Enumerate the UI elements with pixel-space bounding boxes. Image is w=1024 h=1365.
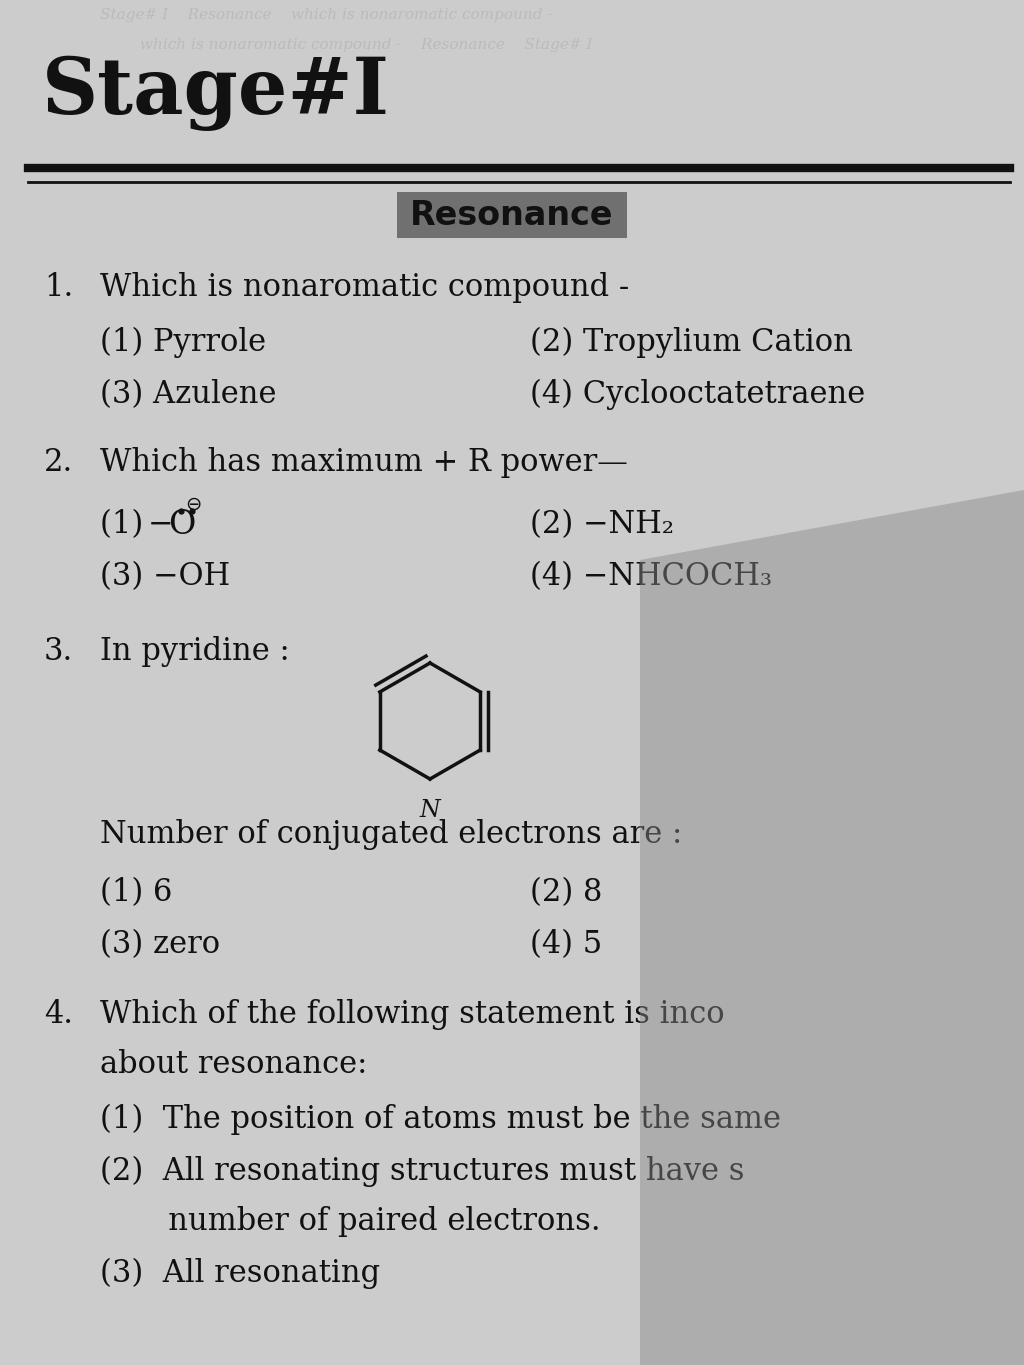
Text: (2) 8: (2) 8	[530, 876, 602, 908]
Text: 1.: 1.	[44, 272, 74, 303]
Text: number of paired electrons.: number of paired electrons.	[100, 1207, 601, 1237]
Text: In pyridine :: In pyridine :	[100, 636, 290, 667]
Text: Resonance: Resonance	[411, 198, 613, 232]
Text: (1) Pyrrole: (1) Pyrrole	[100, 328, 266, 358]
Text: (4) 5: (4) 5	[530, 930, 602, 960]
Text: (3) Azulene: (3) Azulene	[100, 379, 276, 410]
Text: about resonance:: about resonance:	[100, 1048, 368, 1080]
Text: (4) −NHCOCH₃: (4) −NHCOCH₃	[530, 561, 772, 592]
FancyBboxPatch shape	[397, 192, 627, 238]
Text: Stage# I    Resonance    which is nonaromatic compound -: Stage# I Resonance which is nonaromatic …	[100, 8, 553, 22]
Text: N: N	[420, 799, 440, 822]
Text: (2) Tropylium Cation: (2) Tropylium Cation	[530, 328, 853, 358]
Text: 4.: 4.	[44, 999, 73, 1031]
Text: O: O	[168, 509, 196, 541]
Text: (2)  All resonating structures must have s: (2) All resonating structures must have …	[100, 1156, 744, 1188]
Text: (2) −NH₂: (2) −NH₂	[530, 509, 674, 541]
Text: which is nonaromatic compound -    Resonance    Stage# I: which is nonaromatic compound - Resonanc…	[140, 38, 593, 52]
Text: Number of conjugated electrons are :: Number of conjugated electrons are :	[100, 819, 682, 850]
Text: 3.: 3.	[44, 636, 74, 667]
Text: (3) zero: (3) zero	[100, 930, 220, 960]
Text: Which has maximum + R power—: Which has maximum + R power—	[100, 446, 628, 478]
Text: (1): (1)	[100, 509, 153, 541]
Text: −: −	[148, 509, 173, 541]
Text: (3) −OH: (3) −OH	[100, 561, 230, 592]
Polygon shape	[640, 490, 1024, 1365]
Text: Stage#I: Stage#I	[42, 55, 390, 131]
Text: Which of the following statement is inco: Which of the following statement is inco	[100, 999, 725, 1031]
Text: (1) 6: (1) 6	[100, 876, 172, 908]
Text: (4) Cyclooctatetraene: (4) Cyclooctatetraene	[530, 379, 865, 411]
Text: (3)  All resonating: (3) All resonating	[100, 1259, 380, 1289]
Text: ⊖: ⊖	[185, 495, 202, 515]
Text: Which is nonaromatic compound -: Which is nonaromatic compound -	[100, 272, 630, 303]
Text: 2.: 2.	[44, 446, 74, 478]
Text: (1)  The position of atoms must be the same: (1) The position of atoms must be the sa…	[100, 1104, 781, 1136]
